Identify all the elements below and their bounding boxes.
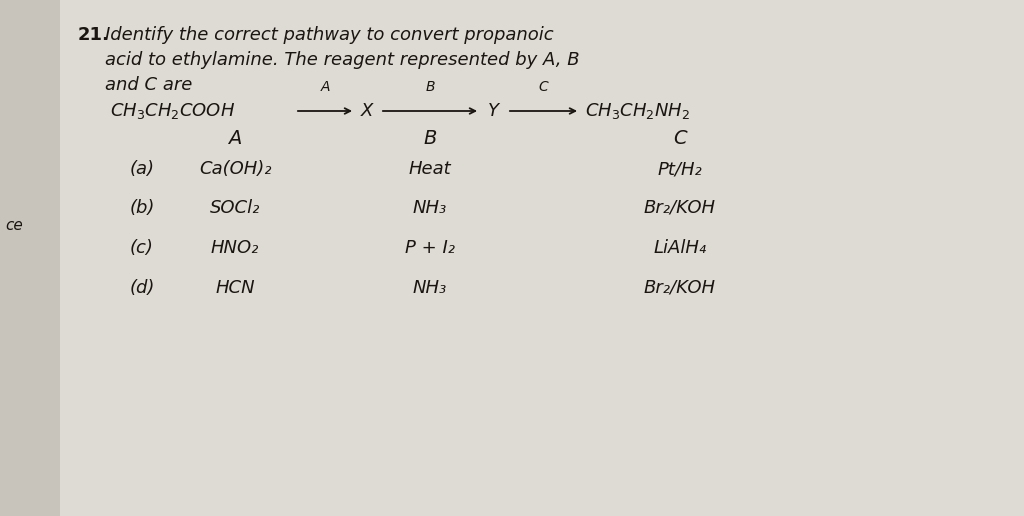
Text: Pt/H₂: Pt/H₂	[657, 160, 702, 178]
Text: HNO₂: HNO₂	[211, 239, 259, 257]
Text: HCN: HCN	[215, 279, 255, 297]
Text: LiAlH₄: LiAlH₄	[653, 239, 707, 257]
Text: Heat: Heat	[409, 160, 452, 178]
Text: (b): (b)	[130, 199, 156, 217]
Text: NH₃: NH₃	[413, 279, 447, 297]
Text: B: B	[423, 128, 436, 148]
Text: A: A	[228, 128, 242, 148]
Text: $\mathit{Y}$: $\mathit{Y}$	[487, 102, 501, 120]
Text: $\mathit{CH_3CH_2NH_2}$: $\mathit{CH_3CH_2NH_2}$	[585, 101, 690, 121]
Text: (a): (a)	[130, 160, 155, 178]
Text: ce: ce	[5, 218, 23, 234]
Text: SOCl₂: SOCl₂	[210, 199, 260, 217]
Text: 21.: 21.	[78, 26, 110, 44]
Text: Ca(OH)₂: Ca(OH)₂	[199, 160, 271, 178]
Text: P + I₂: P + I₂	[406, 239, 455, 257]
Text: NH₃: NH₃	[413, 199, 447, 217]
Text: C: C	[673, 128, 687, 148]
Text: $\mathit{CH_3CH_2COOH}$: $\mathit{CH_3CH_2COOH}$	[110, 101, 236, 121]
Text: $\mathit{X}$: $\mathit{X}$	[360, 102, 376, 120]
Text: Br₂/KOH: Br₂/KOH	[644, 279, 716, 297]
Text: and C are: and C are	[105, 76, 193, 94]
Text: C: C	[539, 80, 548, 94]
Text: B: B	[425, 80, 435, 94]
Text: acid to ethylamine. The reagent represented by A, B: acid to ethylamine. The reagent represen…	[105, 51, 580, 69]
Text: Identify the correct pathway to convert propanoic: Identify the correct pathway to convert …	[105, 26, 554, 44]
Text: (c): (c)	[130, 239, 154, 257]
Text: A: A	[321, 80, 330, 94]
Text: Br₂/KOH: Br₂/KOH	[644, 199, 716, 217]
Text: (d): (d)	[130, 279, 156, 297]
